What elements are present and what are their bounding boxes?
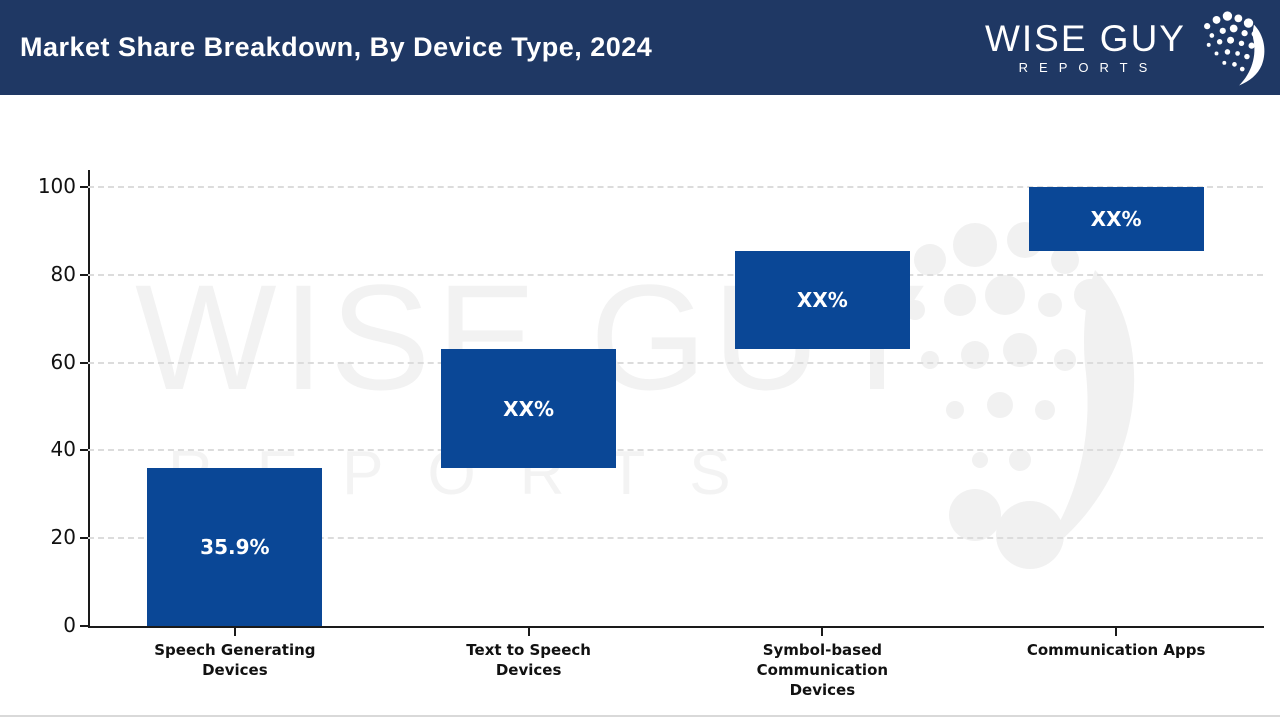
gridline [88,273,1263,276]
gridline [88,537,1263,540]
y-tick-mark [80,537,88,540]
x-category-label: Symbol-based Communication Devices [756,641,889,699]
bar-segment: XX% [1028,187,1204,251]
brand-logo: WISE GUY REPORTS [985,0,1268,95]
y-tick-label: 60 [50,349,76,374]
y-tick-mark [80,273,88,276]
header: Market Share Breakdown, By Device Type, … [0,0,1280,95]
y-tick-mark [80,186,88,188]
x-category-label: Speech Generating Devices [154,641,316,679]
bar-value-label: 35.9% [200,535,270,560]
bottom-divider [0,715,1280,717]
y-axis-line [88,170,90,628]
bar-segment: XX% [734,250,910,350]
bar-segment: XX% [441,349,617,469]
bar-value-label: XX% [796,288,848,313]
bar-value-label: XX% [1090,206,1142,231]
gridline [88,449,1263,452]
y-tick-label: 40 [50,437,76,462]
brand-logo-text: WISE GUY REPORTS [985,20,1186,75]
x-tick-mark [821,628,824,636]
bar-value-label: XX% [503,396,555,421]
x-axis-line [88,626,1264,628]
x-category-label: Communication Apps [1026,641,1206,659]
y-tick-mark [80,625,88,627]
bar-segment: 35.9% [147,468,323,626]
gridline [88,186,1263,188]
x-tick-mark [527,628,530,636]
y-tick-mark [80,449,88,452]
y-tick-label: 20 [50,525,76,550]
plot-area: 0 20 40 60 80 100 35.9% XX% XX% XX% Speech Gener… [0,95,1280,720]
brand-name: WISE GUY [984,18,1186,59]
page-title: Market Share Breakdown, By Device Type, … [20,32,653,62]
y-tick-label: 80 [50,261,76,286]
x-category-label: Text to Speech Devices [466,641,591,679]
y-tick-mark [80,361,88,364]
y-tick-label: 100 [37,174,76,198]
x-tick-mark [233,628,236,636]
y-tick-label: 0 [63,613,76,637]
x-tick-mark [1115,628,1118,636]
gridline [88,361,1263,364]
brand-subtitle: REPORTS [1018,60,1159,75]
wiseguy-head-icon [1204,10,1265,85]
